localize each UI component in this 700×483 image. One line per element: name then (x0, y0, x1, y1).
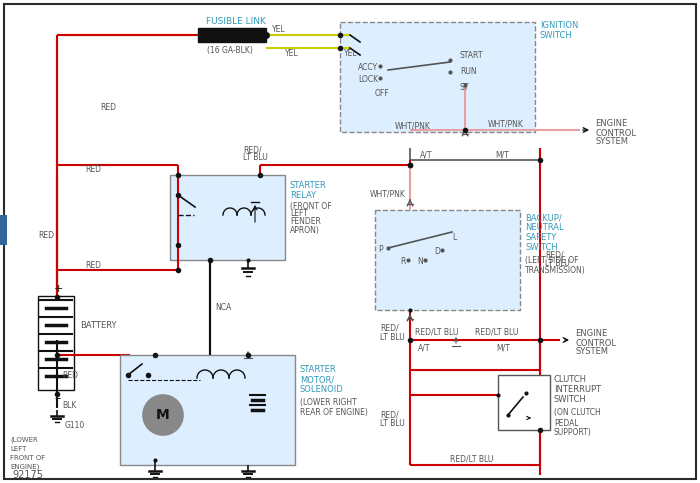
Text: RED: RED (62, 370, 78, 380)
Text: MOTOR/: MOTOR/ (300, 375, 335, 384)
Text: RED: RED (100, 103, 116, 113)
Text: SAFETY: SAFETY (525, 233, 556, 242)
Text: D: D (434, 247, 440, 256)
Text: (16 GA-BLK): (16 GA-BLK) (207, 45, 253, 55)
Text: APRON): APRON) (290, 226, 320, 235)
Text: BLK: BLK (62, 401, 76, 411)
Text: SWITCH: SWITCH (554, 396, 587, 404)
Text: (LOWER RIGHT: (LOWER RIGHT (300, 398, 357, 408)
Text: RED/LT BLU: RED/LT BLU (450, 455, 494, 464)
Text: RED/: RED/ (380, 324, 398, 332)
Text: RED/: RED/ (380, 411, 398, 420)
Text: RUN: RUN (460, 68, 477, 76)
Text: WHT/PNK: WHT/PNK (395, 122, 431, 130)
Text: REAR OF ENGINE): REAR OF ENGINE) (300, 408, 368, 416)
Text: NCA: NCA (215, 303, 231, 313)
Text: M/T: M/T (496, 343, 510, 353)
Text: A/T: A/T (420, 151, 433, 159)
Bar (38, 296, 74, 390)
Text: IGNITION: IGNITION (540, 20, 578, 29)
Text: LT BLU: LT BLU (380, 332, 405, 341)
Text: SOLENOID: SOLENOID (300, 385, 344, 395)
Text: BACKUP/: BACKUP/ (525, 213, 561, 223)
Text: ACCY: ACCY (358, 63, 378, 72)
Text: SUPPORT): SUPPORT) (554, 428, 592, 438)
Text: G110: G110 (65, 422, 85, 430)
Text: SWITCH: SWITCH (525, 243, 558, 253)
Text: RED: RED (85, 260, 101, 270)
Text: INTERRUPT: INTERRUPT (554, 385, 601, 395)
Text: LEFT: LEFT (290, 210, 308, 218)
Text: SYSTEM: SYSTEM (575, 347, 608, 356)
Text: A/T: A/T (418, 343, 430, 353)
Text: WHT/PNK: WHT/PNK (370, 189, 406, 199)
Bar (340, 22, 535, 132)
Text: (LOWER: (LOWER (10, 437, 38, 443)
Bar (375, 210, 520, 310)
Text: PEDAL: PEDAL (554, 418, 579, 427)
Text: LT BLU: LT BLU (243, 154, 267, 162)
Text: FUSIBLE LINK: FUSIBLE LINK (206, 17, 266, 27)
Text: RED: RED (85, 166, 101, 174)
Text: L: L (452, 233, 456, 242)
Text: BATTERY: BATTERY (80, 321, 116, 329)
Text: M: M (156, 408, 170, 422)
Text: ENGINE): ENGINE) (10, 464, 39, 470)
Text: RED/LT BLU: RED/LT BLU (415, 327, 458, 337)
Text: N: N (417, 257, 423, 267)
Bar (198, 28, 266, 42)
Text: FRONT OF: FRONT OF (10, 455, 46, 461)
Text: –: – (55, 393, 61, 406)
Text: START: START (460, 51, 484, 59)
Text: (LEFT SIDE OF: (LEFT SIDE OF (525, 256, 578, 266)
Text: TRANSMISSION): TRANSMISSION) (525, 266, 586, 274)
Text: LT BLU: LT BLU (545, 259, 570, 269)
Text: +: + (53, 284, 63, 294)
Bar (120, 355, 295, 465)
Text: YEL: YEL (285, 48, 299, 57)
Text: (FRONT OF: (FRONT OF (290, 201, 332, 211)
Text: CONTROL: CONTROL (575, 339, 616, 347)
Text: STARTER: STARTER (290, 181, 327, 189)
Text: R: R (400, 257, 405, 267)
Text: LT BLU: LT BLU (380, 420, 405, 428)
Text: P: P (378, 245, 383, 255)
Text: LOCK: LOCK (358, 75, 378, 85)
Text: OFF: OFF (375, 89, 390, 99)
Text: ST: ST (460, 83, 470, 91)
Text: SYSTEM: SYSTEM (595, 138, 628, 146)
Text: RED: RED (38, 230, 54, 240)
Text: RED/: RED/ (545, 251, 564, 259)
Text: FENDER: FENDER (290, 217, 321, 227)
Text: NEUTRAL: NEUTRAL (525, 224, 564, 232)
Text: 92175: 92175 (12, 470, 43, 480)
Circle shape (143, 395, 183, 435)
Text: RED/LT BLU: RED/LT BLU (475, 327, 519, 337)
Text: YEL: YEL (344, 48, 358, 57)
Text: CLUTCH: CLUTCH (554, 375, 587, 384)
Text: ENGINE: ENGINE (595, 119, 627, 128)
Text: STARTER: STARTER (300, 366, 337, 374)
Text: ENGINE: ENGINE (575, 329, 608, 339)
Bar (498, 375, 550, 430)
Text: M/T: M/T (495, 151, 509, 159)
Bar (0, 215, 7, 245)
Text: WHT/PNK: WHT/PNK (488, 119, 524, 128)
Text: RED/: RED/ (243, 145, 262, 155)
Text: YEL: YEL (272, 25, 286, 33)
Text: RELAY: RELAY (290, 190, 316, 199)
Text: LEFT: LEFT (10, 446, 27, 452)
Text: CONTROL: CONTROL (595, 128, 636, 138)
Bar (170, 175, 285, 260)
Text: SWITCH: SWITCH (540, 30, 573, 40)
Text: (ON CLUTCH: (ON CLUTCH (554, 409, 601, 417)
